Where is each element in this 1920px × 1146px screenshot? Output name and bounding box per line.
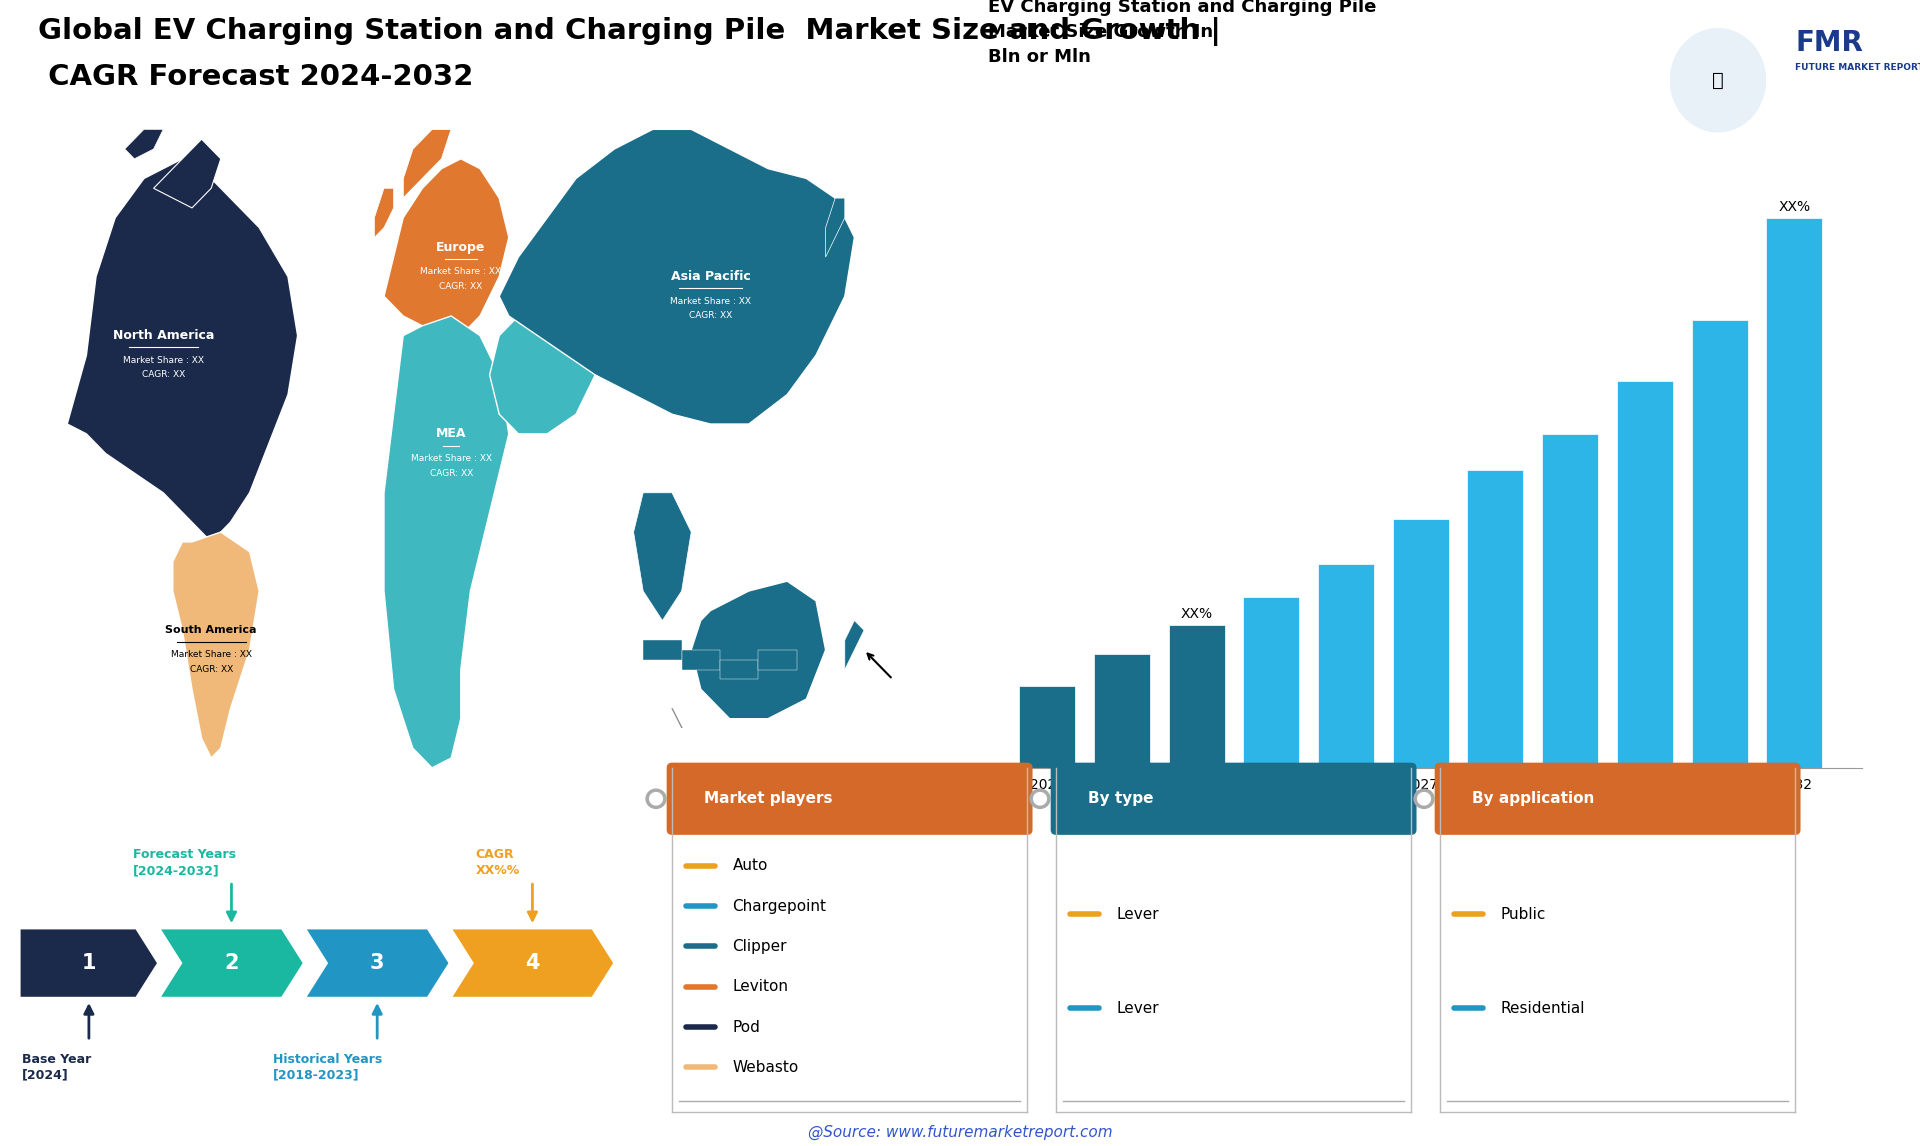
Polygon shape <box>720 660 758 680</box>
Text: Market Share : XX: Market Share : XX <box>670 297 751 306</box>
Polygon shape <box>19 928 159 998</box>
Polygon shape <box>303 928 449 998</box>
Polygon shape <box>845 620 864 669</box>
Polygon shape <box>758 650 797 669</box>
Text: Lever: Lever <box>1116 906 1160 921</box>
Text: Chargepoint: Chargepoint <box>732 898 826 913</box>
Text: CAGR: XX: CAGR: XX <box>190 665 232 674</box>
Polygon shape <box>58 159 298 542</box>
Text: North America: North America <box>113 329 213 343</box>
Polygon shape <box>634 493 691 620</box>
Circle shape <box>1670 29 1766 132</box>
Text: Forecast Years
[2024-2032]: Forecast Years [2024-2032] <box>132 848 236 878</box>
Bar <box>1094 653 1150 768</box>
Bar <box>1392 519 1450 768</box>
FancyBboxPatch shape <box>1050 763 1417 834</box>
Polygon shape <box>691 581 826 719</box>
Text: Market Share : XX: Market Share : XX <box>171 651 252 659</box>
Text: @Source: www.futuremarketreport.com: @Source: www.futuremarketreport.com <box>808 1125 1112 1140</box>
Text: Europe: Europe <box>436 241 486 253</box>
Polygon shape <box>173 532 259 758</box>
Polygon shape <box>826 198 845 257</box>
Polygon shape <box>384 159 509 336</box>
Bar <box>1467 470 1523 768</box>
Text: By type: By type <box>1089 791 1154 807</box>
Text: 🔭: 🔭 <box>1713 71 1724 89</box>
Text: FUTURE MARKET REPORT: FUTURE MARKET REPORT <box>1795 63 1920 72</box>
Text: Pod: Pod <box>732 1020 760 1035</box>
Text: Lever: Lever <box>1116 1000 1160 1015</box>
Circle shape <box>1029 790 1050 808</box>
Polygon shape <box>125 129 163 159</box>
Text: 1: 1 <box>83 953 96 973</box>
Text: CAGR: XX: CAGR: XX <box>142 370 184 379</box>
Polygon shape <box>384 316 509 768</box>
Bar <box>1617 380 1672 768</box>
Circle shape <box>1033 793 1046 804</box>
Bar <box>1542 433 1597 768</box>
Polygon shape <box>374 188 394 237</box>
Text: 4: 4 <box>526 953 540 973</box>
FancyBboxPatch shape <box>1434 763 1801 834</box>
Text: 2: 2 <box>225 953 238 973</box>
Text: Market Share : XX: Market Share : XX <box>411 454 492 463</box>
Text: CAGR: XX: CAGR: XX <box>689 312 732 321</box>
Polygon shape <box>490 297 595 434</box>
Text: Market Share : XX: Market Share : XX <box>420 267 501 276</box>
Text: Historical Years
[2018-2023]: Historical Years [2018-2023] <box>273 1053 382 1082</box>
Text: Auto: Auto <box>732 858 768 873</box>
Text: Asia Pacific: Asia Pacific <box>670 270 751 283</box>
Text: Clipper: Clipper <box>732 939 787 953</box>
Bar <box>1244 597 1300 768</box>
Text: Market players: Market players <box>705 791 833 807</box>
Text: Leviton: Leviton <box>732 980 789 995</box>
Circle shape <box>1413 790 1434 808</box>
Text: By application: By application <box>1473 791 1594 807</box>
Text: XX%: XX% <box>1778 199 1811 213</box>
Text: EV Charging Station and Charging Pile
Market Size Growth In
Bln or Mln: EV Charging Station and Charging Pile Ma… <box>989 0 1377 66</box>
Bar <box>1169 626 1225 768</box>
Text: Public: Public <box>1500 906 1546 921</box>
Polygon shape <box>159 928 303 998</box>
Text: South America: South America <box>165 626 257 635</box>
Bar <box>1692 320 1747 768</box>
Text: XX%: XX% <box>1181 607 1213 621</box>
Circle shape <box>1417 793 1430 804</box>
Text: CAGR: XX: CAGR: XX <box>430 469 472 478</box>
Text: CAGR: XX: CAGR: XX <box>440 282 482 291</box>
Text: ╲: ╲ <box>672 708 682 728</box>
Polygon shape <box>403 129 451 198</box>
Bar <box>1319 564 1375 768</box>
Text: CAGR Forecast 2024-2032: CAGR Forecast 2024-2032 <box>38 63 474 91</box>
Text: Base Year
[2024]: Base Year [2024] <box>23 1053 92 1082</box>
Text: Webasto: Webasto <box>732 1060 799 1075</box>
Bar <box>1766 218 1822 768</box>
Text: Global EV Charging Station and Charging Pile  Market Size and Growth |: Global EV Charging Station and Charging … <box>38 17 1221 46</box>
Text: Residential: Residential <box>1500 1000 1584 1015</box>
Polygon shape <box>154 139 221 207</box>
FancyBboxPatch shape <box>666 763 1033 834</box>
Bar <box>1020 686 1075 768</box>
Polygon shape <box>643 641 682 660</box>
Polygon shape <box>682 650 720 669</box>
Text: 3: 3 <box>371 953 384 973</box>
Text: Market Share : XX: Market Share : XX <box>123 355 204 364</box>
Text: FMR: FMR <box>1795 29 1862 56</box>
Text: MEA: MEA <box>436 427 467 440</box>
Circle shape <box>649 793 662 804</box>
Polygon shape <box>449 928 614 998</box>
Circle shape <box>645 790 666 808</box>
Text: CAGR
XX%%: CAGR XX%% <box>476 848 520 878</box>
Polygon shape <box>499 129 854 424</box>
